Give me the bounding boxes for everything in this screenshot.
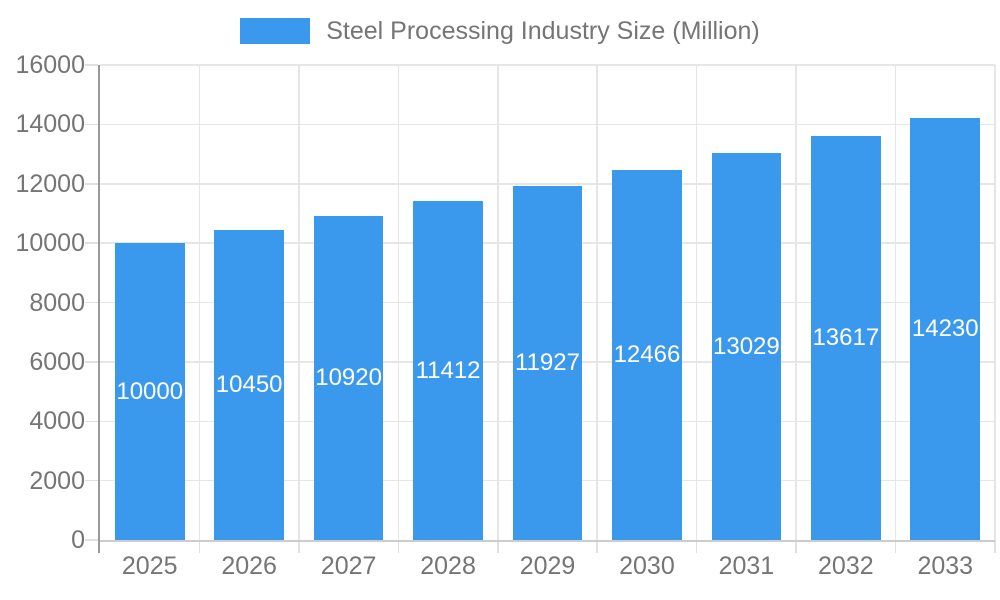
bar-value-label: 13029 <box>713 332 780 360</box>
y-axis-tick <box>85 242 98 244</box>
bar[interactable] <box>313 215 384 540</box>
y-axis-tick <box>85 183 98 185</box>
y-axis-tick-label: 12000 <box>15 169 85 198</box>
x-axis-tick-label: 2032 <box>818 552 874 580</box>
y-axis-tick-label: 10000 <box>15 229 85 258</box>
y-axis-tick <box>85 539 98 541</box>
gridline-vertical <box>894 65 897 540</box>
bar-value-label: 10920 <box>315 363 382 391</box>
bar-value-label: 14230 <box>911 314 979 342</box>
x-axis-tick <box>994 540 996 553</box>
gridline-vertical <box>298 65 300 540</box>
x-axis-line <box>100 540 995 542</box>
y-axis-tick <box>85 301 98 304</box>
x-axis-tick-label: 2030 <box>619 552 675 580</box>
y-axis-tick-label: 0 <box>71 526 85 554</box>
y-axis-tick <box>85 123 98 126</box>
bar-value-label: 10000 <box>116 377 184 405</box>
gridline-horizontal <box>100 123 995 126</box>
bar[interactable] <box>711 153 782 540</box>
bar[interactable] <box>413 201 483 540</box>
gridline-vertical <box>994 65 996 540</box>
x-axis-tick-label: 2025 <box>121 552 178 580</box>
y-axis-tick-label: 6000 <box>29 347 85 376</box>
y-axis-tick <box>85 64 98 66</box>
gridline-vertical <box>397 65 400 540</box>
bar[interactable] <box>114 243 185 540</box>
y-axis-tick-label: 8000 <box>29 288 85 317</box>
gridline-horizontal <box>100 64 995 66</box>
bar-value-label: 11927 <box>515 348 580 376</box>
x-axis-tick-label: 2029 <box>519 552 576 580</box>
bar[interactable] <box>512 185 583 540</box>
gridline-vertical <box>795 65 797 540</box>
plot-area: 0 2000 4000 6000 8000 10000 12000 14000 16000 100… <box>15 51 996 580</box>
y-axis-tick <box>85 420 98 422</box>
x-axis-tick <box>894 540 897 553</box>
y-axis-tick-label: 2000 <box>29 466 85 495</box>
x-axis-tick-label: 2033 <box>917 552 974 580</box>
x-axis-origin-tick <box>98 540 100 553</box>
x-axis-tick-label: 2031 <box>718 552 775 580</box>
y-axis-tick-label: 16000 <box>15 51 85 79</box>
bar[interactable] <box>214 229 284 540</box>
bar[interactable] <box>910 117 981 540</box>
gridline-vertical <box>198 65 201 540</box>
x-axis-tick-label: 2027 <box>320 552 377 580</box>
gridline-vertical <box>695 65 698 540</box>
legend[interactable]: Steel Processing Industry Size (Million) <box>0 14 1000 48</box>
y-axis-tick <box>85 479 98 482</box>
x-axis-tick <box>596 540 598 553</box>
bar-value-label: 11412 <box>415 356 481 384</box>
gridline-vertical <box>596 65 598 540</box>
gridline-horizontal <box>100 183 995 185</box>
x-axis-tick <box>298 540 300 553</box>
bar-value-label: 12466 <box>613 340 681 368</box>
x-axis-tick-label: 2028 <box>420 552 476 580</box>
bar[interactable] <box>811 135 881 540</box>
y-axis-tick-label: 4000 <box>29 407 85 436</box>
x-axis-tick <box>695 540 698 553</box>
bar[interactable] <box>612 169 682 540</box>
legend-label: Steel Processing Industry Size (Million) <box>326 16 760 45</box>
x-axis-tick <box>497 540 499 553</box>
x-axis-tick <box>397 540 400 553</box>
x-axis-tick-label: 2026 <box>221 552 277 580</box>
y-axis-line <box>98 65 100 540</box>
legend-swatch-icon <box>240 18 311 44</box>
y-axis-tick <box>85 361 98 363</box>
bar-value-label: 10450 <box>215 370 283 398</box>
bar-value-label: 13617 <box>812 323 880 351</box>
x-axis-tick <box>795 540 797 553</box>
y-axis-tick-label: 14000 <box>15 110 85 139</box>
gridline-vertical <box>497 65 499 540</box>
x-axis-tick <box>198 540 201 553</box>
